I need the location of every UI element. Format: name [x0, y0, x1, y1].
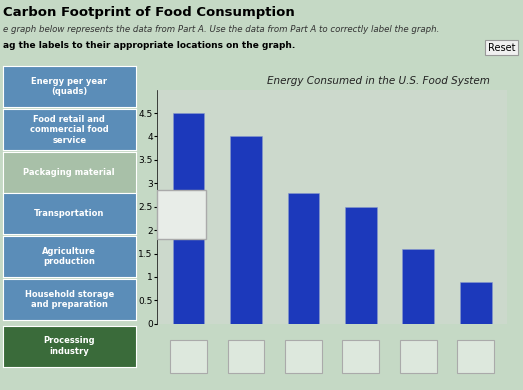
Text: Energy Consumed in the U.S. Food System: Energy Consumed in the U.S. Food System — [267, 76, 490, 86]
Text: Transportation: Transportation — [34, 209, 105, 218]
Text: Reset: Reset — [487, 43, 515, 53]
Bar — [460, 282, 492, 324]
Text: Agriculture
production: Agriculture production — [42, 247, 96, 266]
FancyBboxPatch shape — [457, 340, 494, 373]
FancyBboxPatch shape — [157, 190, 206, 239]
FancyBboxPatch shape — [343, 340, 379, 373]
FancyBboxPatch shape — [285, 340, 322, 373]
Text: Processing
industry: Processing industry — [43, 337, 95, 356]
Text: Food retail and
commercial food
service: Food retail and commercial food service — [30, 115, 109, 145]
Bar — [403, 249, 434, 324]
Text: ag the labels to their appropriate locations on the graph.: ag the labels to their appropriate locat… — [3, 41, 295, 50]
Bar — [288, 193, 319, 324]
FancyBboxPatch shape — [170, 340, 207, 373]
Text: e graph below represents the data from Part A. Use the data from Part A to corre: e graph below represents the data from P… — [3, 25, 439, 34]
Text: Packaging material: Packaging material — [24, 168, 115, 177]
Text: Household storage
and preparation: Household storage and preparation — [25, 290, 114, 309]
Bar — [173, 113, 204, 324]
Bar — [345, 207, 377, 324]
Bar — [230, 136, 262, 324]
FancyBboxPatch shape — [228, 340, 264, 373]
FancyBboxPatch shape — [400, 340, 437, 373]
Text: Carbon Footprint of Food Consumption: Carbon Footprint of Food Consumption — [3, 6, 294, 19]
Text: Energy per year
(quads): Energy per year (quads) — [31, 77, 107, 96]
